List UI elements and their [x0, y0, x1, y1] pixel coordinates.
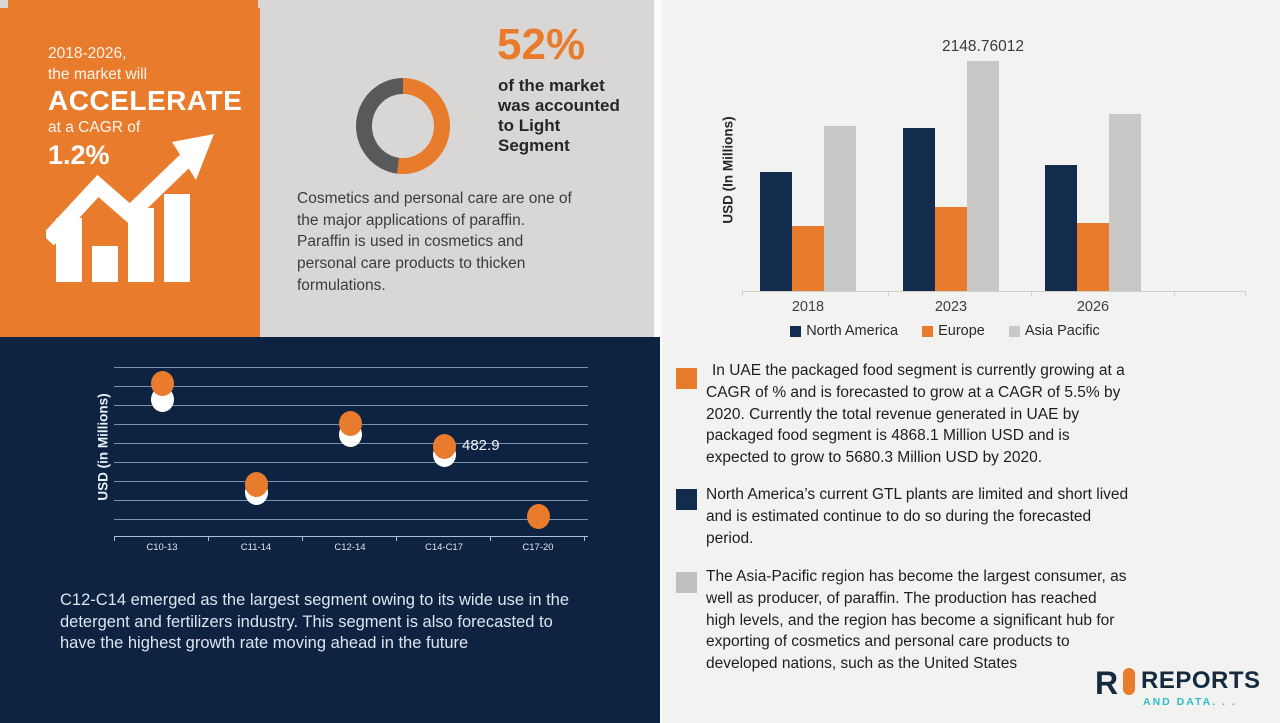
- scatter-ylabel: USD (in Millions): [95, 393, 111, 501]
- scatter-annotation: 482.9: [462, 437, 500, 454]
- legend-item-north-america: North America: [790, 323, 898, 339]
- scatter-dot-orange-C17-20: [526, 503, 550, 529]
- bullet-text-north-america: North America’s current GTL plants are l…: [706, 486, 1129, 547]
- scatter-gridline: [114, 405, 588, 406]
- legend-item-europe: Europe: [922, 323, 985, 339]
- legend-swatch: [790, 325, 802, 337]
- scatter-axis-tick: [114, 536, 115, 541]
- legend-label: Europe: [938, 323, 985, 339]
- scatter-gridline: [114, 386, 588, 387]
- scatter-axis-tick: [208, 536, 209, 541]
- bar-asia-pacific-2026: [1109, 114, 1141, 291]
- bullet-square-gray: [676, 572, 697, 593]
- cagr-promo-panel: 2018-2026, the market will ACCELERATE at…: [0, 8, 260, 337]
- logo-reports-text: REPORTS: [1141, 667, 1261, 694]
- scatter-gridline: [114, 367, 588, 368]
- light-segment-donut-chart: [356, 78, 450, 174]
- scatter-gridline: [114, 481, 588, 482]
- scatter-axis-tick: [584, 536, 585, 541]
- bar-europe-2018: [792, 226, 824, 291]
- legend-label: Asia Pacific: [1024, 323, 1100, 339]
- bar-asia-pacific-2018: [824, 126, 856, 291]
- svg-text:R: R: [1095, 666, 1118, 701]
- bar-chart-ylabel: USD (In Millions): [720, 116, 736, 224]
- bar-chart-tick-label: 2026: [1076, 299, 1110, 315]
- bar-chart-axis-tick: [1031, 291, 1032, 296]
- scatter-tick-label: C11-14: [240, 542, 272, 553]
- cosmetics-paragraph: Cosmetics and personal care are one of t…: [297, 190, 572, 294]
- bar-chart-axis-line: [742, 291, 1246, 292]
- scatter-gridline: [114, 519, 588, 520]
- scatter-dot-orange-C10-13: [150, 370, 174, 396]
- logo-and-data-text: AND DATA. . .: [1143, 696, 1237, 708]
- bar-europe-2023: [935, 207, 967, 291]
- bar-asia-pacific-2023: [967, 61, 999, 291]
- bar-annotation: 2148.76012: [942, 38, 1024, 55]
- orange-top-strip: [8, 0, 258, 8]
- bar-chart-axis-tick: [1245, 291, 1246, 296]
- scatter-dot-orange-C11-14: [244, 472, 268, 498]
- scatter-note: C12-C14 emerged as the largest segment o…: [60, 591, 570, 653]
- bar-chart-axis-tick: [742, 291, 743, 296]
- bullet-text-uae: In UAE the packaged food segment is curr…: [706, 362, 1125, 467]
- bullet-square-orange: [676, 368, 697, 389]
- bullet-text-asia-pacific: The Asia-Pacific region has become the l…: [706, 568, 1127, 673]
- promo-line-cagr-of: at a CAGR of: [48, 119, 141, 136]
- bar-north-america-2023: [903, 128, 935, 291]
- scatter-tick-label: C12-14: [334, 542, 366, 553]
- scatter-axis-tick: [490, 536, 491, 541]
- legend-swatch: [922, 325, 934, 337]
- scatter-dot-orange-C14-C17: [432, 433, 456, 459]
- scatter-axis-tick: [396, 536, 397, 541]
- bullet-square-navy: [676, 489, 697, 510]
- promo-line-years: 2018-2026,: [48, 45, 127, 62]
- bar-europe-2026: [1077, 223, 1109, 291]
- promo-cagr-value: 1.2%: [48, 140, 110, 170]
- growth-arrow-icon: [46, 134, 214, 282]
- scatter-gridline: [114, 500, 588, 501]
- donut-caption: of the market was accounted to Light Seg…: [498, 76, 620, 155]
- promo-line-accelerate: ACCELERATE: [48, 85, 243, 116]
- scatter-tick-label: C10-13: [146, 542, 178, 553]
- scatter-tick-label: C17-20: [522, 542, 554, 553]
- bar-north-america-2018: [760, 172, 792, 291]
- donut-percent-label: 52%: [497, 20, 586, 69]
- promo-line-market: the market will: [48, 66, 148, 83]
- bar-chart-tick-label: 2023: [934, 299, 968, 315]
- bar-chart-tick-label: 2018: [791, 299, 825, 315]
- bar-chart-axis-tick: [1174, 291, 1175, 296]
- scatter-gridline: [114, 462, 588, 463]
- legend-swatch: [1008, 325, 1020, 337]
- bar-north-america-2026: [1045, 165, 1077, 291]
- bar-chart-axis-tick: [888, 291, 889, 296]
- scatter-dot-orange-C12-14: [338, 410, 362, 436]
- scatter-panel: [0, 337, 660, 723]
- scatter-axis-tick: [302, 536, 303, 541]
- legend-label: North America: [806, 323, 899, 339]
- promo-text-block: 2018-2026, the market will ACCELERATE at…: [48, 43, 242, 170]
- bar-chart-legend: North America Europe Asia Pacific: [755, 323, 1135, 339]
- reports-and-data-logo-mark: R: [1095, 666, 1135, 701]
- scatter-axis-line: [114, 536, 588, 537]
- scatter-tick-label: C14-C17: [424, 542, 464, 553]
- legend-item-asia-pacific: Asia Pacific: [1008, 323, 1100, 339]
